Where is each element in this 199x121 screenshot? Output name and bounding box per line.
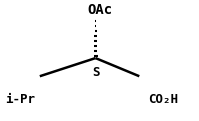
Text: S: S [92,66,99,79]
Text: i-Pr: i-Pr [5,93,35,106]
Text: CO₂H: CO₂H [148,93,178,106]
Text: OAc: OAc [87,3,112,17]
